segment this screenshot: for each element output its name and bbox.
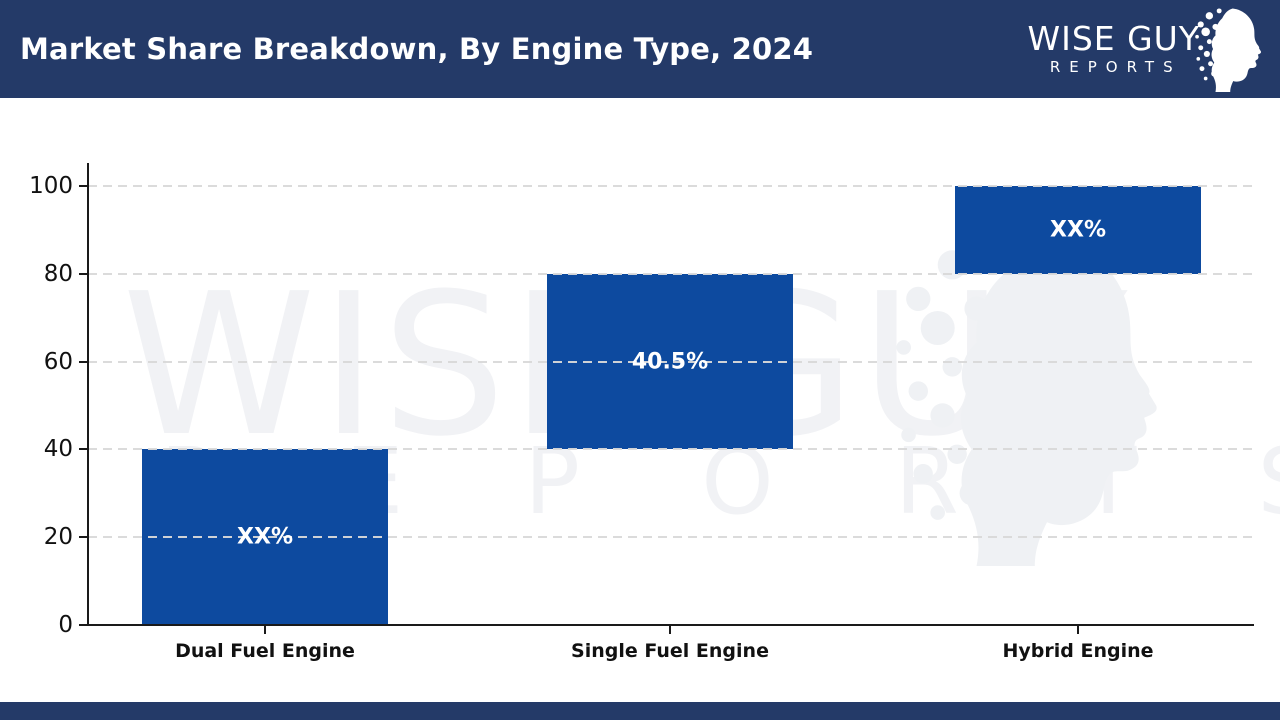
y-tick-60 — [79, 360, 87, 363]
x-category-label-1: Dual Fuel Engine — [175, 640, 355, 662]
y-tick-80 — [79, 272, 87, 275]
y-tick-label-20: 20 — [43, 524, 73, 551]
chart-title: Market Share Breakdown, By Engine Type, … — [20, 32, 814, 66]
logo-subtitle: REPORTS — [1049, 58, 1182, 77]
x-axis-line — [87, 624, 1254, 626]
x-category-label-3: Hybrid Engine — [1002, 640, 1154, 662]
wise-guy-reports-logo: WISE GUY REPORTS — [1027, 6, 1280, 92]
x-tick-2 — [669, 626, 671, 634]
y-tick-0 — [79, 624, 87, 626]
gridline-60 — [88, 360, 1253, 363]
y-tick-20 — [79, 536, 87, 539]
gridline-80 — [88, 272, 1253, 275]
bar-value-label-3: XX% — [1050, 217, 1106, 243]
footer-bar — [0, 702, 1280, 720]
header-bar: Market Share Breakdown, By Engine Type, … — [0, 0, 1280, 98]
y-tick-label-40: 40 — [43, 436, 73, 463]
y-tick-100 — [79, 185, 87, 187]
gridline-40 — [88, 448, 1253, 451]
y-tick-label-100: 100 — [29, 173, 73, 199]
gridline-20 — [88, 536, 1253, 539]
logo-wordmark: WISE GUY — [1027, 18, 1200, 58]
y-tick-label-0: 0 — [58, 612, 73, 638]
x-category-label-2: Single Fuel Engine — [571, 640, 769, 662]
y-tick-label-80: 80 — [43, 260, 73, 287]
bar-value-label-1: XX% — [237, 524, 293, 550]
y-tick-40 — [79, 448, 87, 451]
y-axis-line — [87, 163, 89, 626]
logo-text: WISE GUY REPORTS — [1027, 18, 1200, 77]
bar-value-label-2: 40.5% — [631, 349, 709, 375]
y-tick-label-60: 60 — [43, 348, 73, 375]
x-tick-1 — [264, 626, 266, 634]
x-tick-3 — [1077, 626, 1079, 634]
gridline-100 — [88, 185, 1253, 187]
